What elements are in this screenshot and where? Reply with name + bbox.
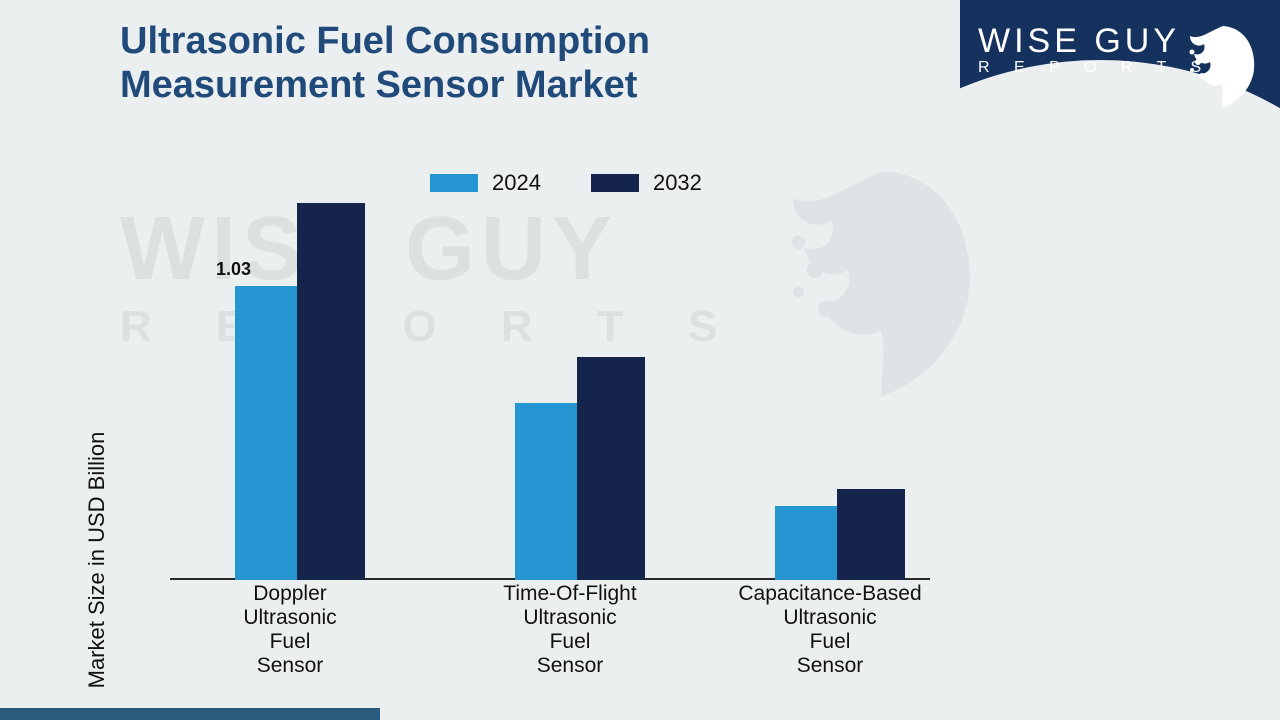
bar-group — [490, 357, 670, 580]
bar-group — [210, 203, 390, 580]
category-label: Capacitance-BasedUltrasonicFuelSensor — [720, 582, 940, 679]
bar — [297, 203, 365, 580]
bar — [775, 506, 843, 580]
page-root: Ultrasonic Fuel Consumption Measurement … — [0, 0, 1280, 720]
bar — [515, 403, 583, 580]
brand-head-icon — [1178, 22, 1258, 112]
category-label: Time-Of-FlightUltrasonicFuelSensor — [460, 582, 680, 679]
bar — [577, 357, 645, 580]
bar — [235, 286, 303, 580]
bar — [837, 489, 905, 580]
category-label: DopplerUltrasonicFuelSensor — [180, 582, 400, 679]
chart-title: Ultrasonic Fuel Consumption Measurement … — [120, 20, 820, 107]
brand-logo: WISE GUY R E P O R T S — [978, 22, 1258, 77]
y-axis-label: Market Size in USD Billion — [84, 432, 110, 689]
chart-plot: 1.03 — [170, 180, 930, 580]
brand-logo-main: WISE GUY — [978, 22, 1180, 61]
decorative-bottom-bar — [0, 708, 380, 720]
bar-group — [750, 489, 930, 580]
chart-area: Market Size in USD Billion 2024 2032 1.0… — [60, 170, 930, 680]
